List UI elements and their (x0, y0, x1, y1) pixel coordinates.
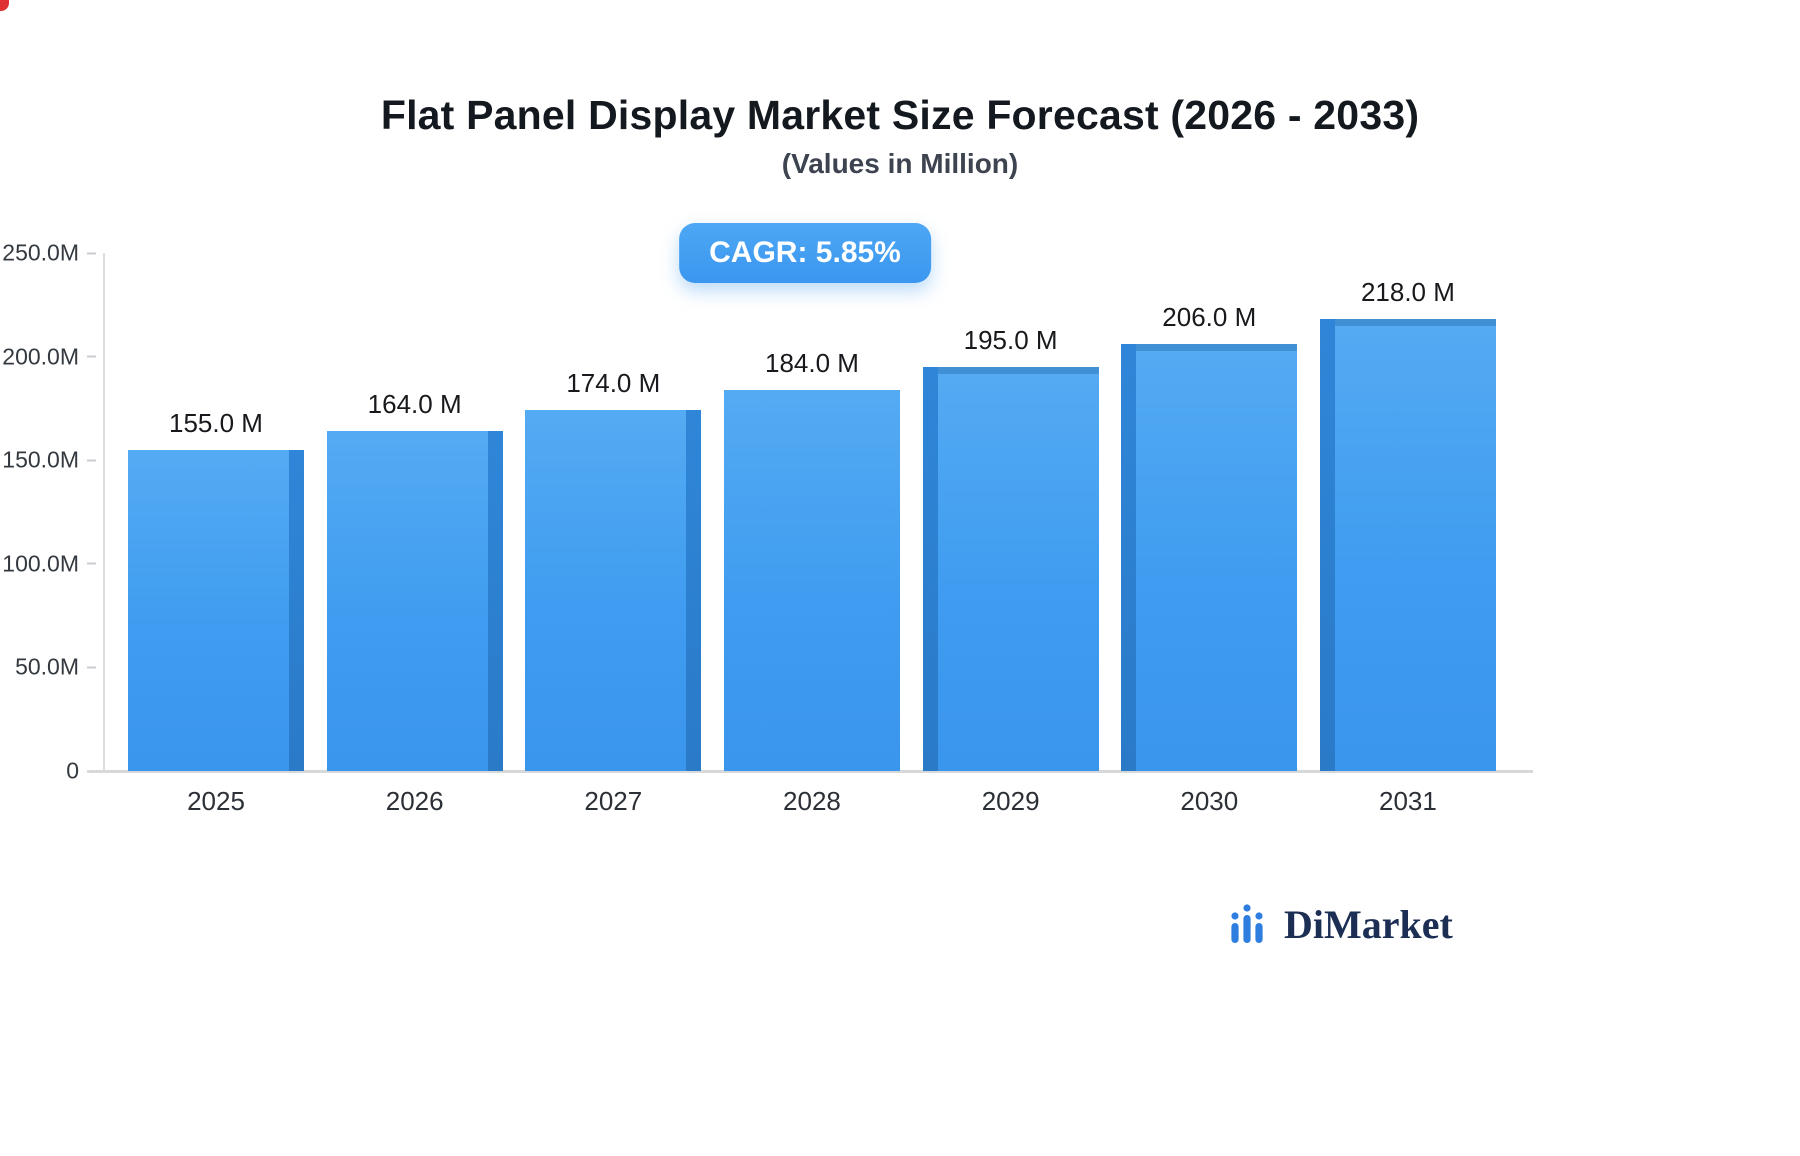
x-axis-label: 2025 (187, 786, 245, 816)
bar (922, 367, 1099, 771)
logo-text: DiMarket (1284, 902, 1453, 947)
bar-side-face (1319, 319, 1335, 771)
bar-side-face (289, 450, 304, 771)
tick-mark (87, 252, 96, 254)
bar-value-label: 184.0 M (764, 348, 859, 378)
y-axis-tick: 200.0M (2, 343, 96, 370)
bar-value-label: 174.0 M (566, 368, 661, 398)
bar-group: 155.0 M 2025 (128, 253, 304, 816)
y-axis-tick: 250.0M (2, 240, 96, 267)
y-axis-tick-label: 0 (66, 757, 79, 784)
bar (723, 390, 900, 771)
chart-title: Flat Panel Display Market Size Forecast … (380, 92, 1420, 138)
x-axis-line (89, 770, 1533, 773)
y-axis-tick: 150.0M (2, 447, 96, 474)
x-axis-label: 2027 (584, 786, 643, 816)
cagr-badge: CAGR: 5.85% (679, 223, 931, 283)
chart-subtitle: (Values in Million) (781, 148, 1019, 179)
y-axis-tick-label: 250.0M (2, 239, 79, 266)
bar (1121, 344, 1298, 771)
bar-group: 184.0 M 2028 (723, 253, 900, 816)
plot-area: 155.0 M 2025 164.0 M 2026 174.0 M 2027 184.0 M… (89, 253, 1533, 816)
bar-face (128, 450, 289, 771)
y-axis-tick-label: 150.0M (2, 446, 79, 473)
bar-face (937, 367, 1099, 771)
tick-mark (87, 355, 96, 358)
y-axis-tick-label: 100.0M (2, 550, 79, 577)
cagr-badge-label: CAGR: 5.85% (709, 236, 901, 269)
bar (1319, 319, 1496, 771)
bar-group: 164.0 M 2026 (326, 253, 503, 816)
x-axis-label: 2031 (1379, 786, 1437, 816)
x-axis-label: 2030 (1180, 786, 1239, 816)
bar-face (723, 390, 900, 771)
bar (326, 431, 503, 771)
tick-mark (87, 666, 96, 669)
y-axis-tick: 50.0M (15, 654, 96, 681)
bar-value-label: 195.0 M (963, 325, 1058, 355)
dimarket-logo: DiMarket (1228, 901, 1453, 945)
bar-group: 174.0 M 2027 (525, 253, 702, 816)
y-axis: 250.0M 200.0M 150.0M 100.0M 50.0M 0 (0, 240, 96, 784)
tick-mark (87, 459, 96, 462)
bar-side-face (686, 410, 702, 771)
y-axis-line (103, 253, 105, 771)
bar-face (326, 431, 488, 771)
bar-side-face (487, 431, 503, 771)
x-axis-label: 2028 (783, 786, 841, 816)
bar-group: 195.0 M 2029 (922, 253, 1099, 816)
bar-side-face (1121, 344, 1137, 771)
bar (525, 410, 702, 771)
bar-side-face (922, 367, 938, 771)
bar-value-label: 218.0 M (1360, 277, 1455, 307)
bar-group: 206.0 M 2030 (1121, 253, 1298, 816)
y-axis-tick-label: 200.0M (2, 343, 79, 370)
bar-chart-icon (1231, 904, 1263, 943)
bar-value-label: 155.0 M (169, 408, 263, 438)
y-axis-tick: 100.0M (2, 550, 96, 577)
x-axis-label: 2026 (385, 786, 444, 816)
y-axis-tick-label: 50.0M (15, 653, 79, 680)
x-axis-label: 2029 (981, 786, 1040, 816)
bar-group: 218.0 M 2031 (1319, 253, 1496, 816)
bar-face (1136, 344, 1298, 771)
bar-value-label: 164.0 M (367, 389, 462, 419)
bar (128, 450, 304, 771)
bar-face (1334, 319, 1496, 771)
screen-corner-artifact (0, 0, 9, 11)
bar-value-label: 206.0 M (1162, 302, 1257, 332)
bar-face (525, 410, 687, 771)
tick-mark (87, 562, 96, 565)
